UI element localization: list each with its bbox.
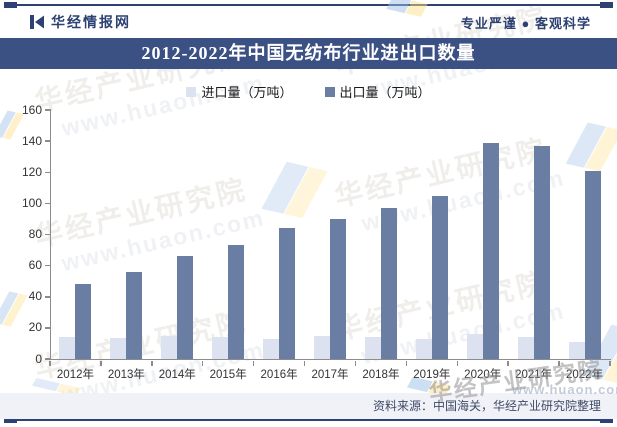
x-tick-9 [507, 360, 509, 366]
y-tick-140 [44, 140, 51, 142]
y-tick-label-160: 160 [21, 102, 42, 117]
y-tick-80 [44, 233, 51, 236]
y-tick-120 [44, 171, 51, 173]
y-tick-60 [44, 264, 51, 267]
y-tick-0 [44, 358, 51, 360]
bar-export-2018年 [380, 208, 397, 359]
y-tick-label-20: 20 [28, 320, 42, 335]
brand-logo-icon [30, 14, 45, 30]
legend: 进口量（万吨） 出口量（万吨） [0, 82, 617, 101]
bar-export-2020年 [482, 142, 499, 359]
bar-import-2019年 [415, 338, 432, 359]
x-tick-11 [609, 360, 611, 366]
legend-swatch-export [324, 86, 335, 97]
x-axis-label-2021年: 2021年 [515, 369, 553, 381]
x-tick-8 [456, 360, 459, 366]
bar-export-2017年 [330, 218, 346, 359]
bar-import-2017年 [314, 335, 330, 359]
x-axis-label-2015年: 2015年 [209, 369, 247, 381]
x-axis-label-2017年: 2017年 [311, 369, 349, 381]
y-tick-label-120: 120 [21, 164, 42, 179]
bar-import-2016年 [263, 338, 280, 359]
bar-import-2020年 [466, 334, 483, 359]
x-tick-6 [354, 360, 357, 366]
legend-label-import: 进口量（万吨） [201, 85, 293, 100]
x-tick-4 [252, 360, 255, 366]
y-tick-label-60: 60 [28, 258, 42, 273]
brand: 华经情报网 [30, 12, 131, 32]
plot-area [50, 110, 611, 360]
bar-import-2021年 [517, 337, 534, 359]
bar-import-2014年 [161, 335, 178, 359]
y-tick-100 [44, 202, 51, 205]
y-tick-160 [44, 109, 51, 111]
x-tick-1 [100, 360, 102, 366]
legend-label-export: 出口量（万吨） [339, 85, 431, 100]
header: 华经情报网 专业严谨 ● 客观科学 [30, 10, 591, 34]
x-axis-label-2019年: 2019年 [413, 369, 451, 381]
bar-export-2013年 [126, 271, 143, 359]
x-tick-3 [201, 360, 204, 366]
x-axis-label-2022年: 2022年 [565, 369, 604, 381]
y-tick-label-40: 40 [28, 289, 42, 304]
x-tick-7 [405, 360, 408, 366]
bar-import-2022年 [568, 341, 585, 359]
y-tick-label-80: 80 [28, 227, 42, 241]
brand-name: 华经情报网 [51, 14, 131, 30]
x-axis-label-2018年: 2018年 [362, 369, 400, 381]
bar-import-2018年 [364, 337, 381, 359]
bar-export-2014年 [177, 256, 194, 359]
bar-export-2021年 [533, 145, 550, 359]
bar-export-2022年 [584, 170, 601, 359]
legend-item-export: 出口量（万吨） [324, 82, 431, 101]
bar-import-2013年 [110, 337, 127, 359]
bar-import-2012年 [59, 337, 76, 359]
chart-title: 2012-2022年中国无纺布行业进出口数量 [0, 38, 617, 69]
x-tick-10 [558, 360, 560, 366]
x-axis-label-2012年: 2012年 [56, 369, 94, 381]
y-tick-label-140: 140 [21, 133, 42, 148]
x-tick-2 [151, 360, 153, 366]
y-tick-20 [44, 327, 51, 329]
source-note: 资料来源：中国海关，华经产业研究院整理 [0, 393, 617, 419]
bar-export-2012年 [75, 284, 92, 359]
bar-export-2016年 [279, 228, 296, 359]
bottom-rule [4, 417, 613, 423]
x-axis-label-2016年: 2016年 [260, 369, 298, 381]
y-tick-label-100: 100 [21, 195, 42, 210]
y-tick-40 [44, 296, 51, 298]
x-axis-label-2013年: 2013年 [107, 369, 145, 381]
x-axis-label-2020年: 2020年 [464, 369, 502, 381]
brand-tagline: 专业严谨 ● 客观科学 [460, 15, 591, 31]
bar-export-2015年 [228, 245, 245, 359]
legend-swatch-import [186, 86, 197, 97]
bar-export-2019年 [431, 195, 448, 359]
y-tick-label-0: 0 [35, 351, 42, 366]
x-tick-5 [303, 360, 306, 366]
legend-item-import: 进口量（万吨） [186, 82, 293, 101]
top-rule [4, 2, 613, 8]
x-axis-label-2014年: 2014年 [158, 369, 196, 381]
bar-import-2015年 [212, 337, 229, 359]
x-tick-0 [49, 360, 51, 366]
